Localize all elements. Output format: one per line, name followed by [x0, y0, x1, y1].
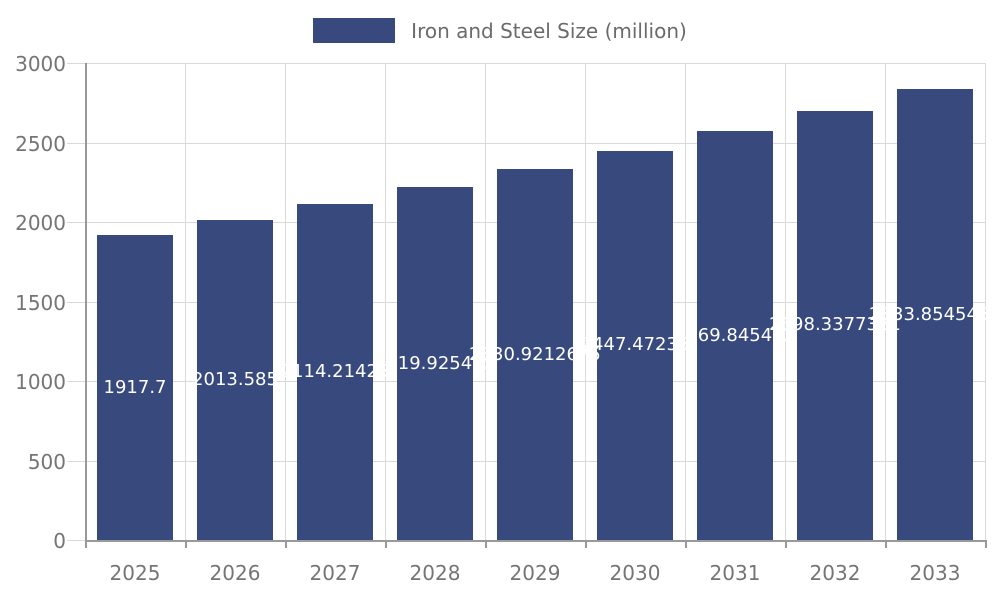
bar-value-label: 1917.7 [103, 376, 167, 398]
bar-value-label: 2833.8545454 [869, 303, 1000, 325]
legend-swatch-icon [313, 18, 396, 43]
y-tick-label: 1000 [15, 370, 66, 394]
x-tick [185, 540, 187, 548]
bar-value-label: 2447.47235 [580, 334, 690, 356]
y-tick [67, 540, 85, 541]
x-gridline [985, 63, 986, 540]
bar [897, 89, 973, 540]
bar [697, 131, 773, 540]
bar [597, 150, 673, 540]
bar-value-label: 2114.21425 [280, 360, 390, 382]
x-axis-line [85, 540, 986, 542]
y-gridline [67, 142, 985, 144]
x-tick [285, 540, 287, 548]
x-tick [485, 540, 487, 548]
x-tick [385, 540, 387, 548]
y-tick-label: 2500 [15, 131, 66, 156]
x-tick-label: 2032 [809, 561, 861, 585]
legend-series-label: Iron and Steel Size (million) [411, 18, 687, 43]
x-tick-label: 2028 [409, 561, 461, 585]
x-tick [885, 540, 887, 548]
y-tick-label: 0 [53, 529, 66, 553]
x-gridline [185, 63, 186, 540]
y-tick-label: 3000 [15, 52, 66, 76]
x-gridline [685, 63, 686, 540]
y-gridline [67, 63, 985, 64]
bar [797, 110, 873, 540]
bar [497, 169, 573, 540]
bar-value-label: 2330.9212675 [469, 343, 601, 365]
x-tick-label: 2030 [609, 561, 661, 585]
bar-value-label: 2698.3377321 [769, 314, 901, 336]
bar [97, 235, 173, 540]
x-tick-label: 2033 [909, 561, 961, 585]
x-tick [985, 540, 987, 548]
y-tick-label: 2000 [15, 211, 66, 235]
x-tick [785, 540, 787, 548]
x-gridline [385, 63, 386, 540]
x-gridline [585, 63, 586, 540]
bar-value-label: 2219.925445 [374, 352, 496, 374]
bar [397, 187, 473, 540]
x-tick [685, 540, 687, 548]
chart-legend: Iron and Steel Size (million) [0, 18, 1000, 43]
bar [197, 219, 273, 540]
x-gridline [885, 63, 886, 540]
x-gridline [485, 63, 486, 540]
x-tick-label: 2025 [109, 561, 161, 585]
x-tick-label: 2027 [309, 561, 361, 585]
x-gridline [785, 63, 786, 540]
x-tick-label: 2026 [209, 561, 261, 585]
bar-value-label: 2569.845442 [674, 324, 796, 346]
x-tick [585, 540, 587, 548]
y-axis-line [85, 63, 87, 540]
bar [297, 203, 373, 540]
bar-value-label: 2013.585 [192, 368, 278, 390]
x-tick-label: 2031 [709, 561, 761, 585]
x-tick-label: 2029 [509, 561, 561, 585]
x-gridline [285, 63, 286, 540]
x-tick [85, 540, 87, 548]
y-tick-label: 500 [27, 449, 66, 474]
y-tick-label: 1500 [15, 290, 66, 315]
